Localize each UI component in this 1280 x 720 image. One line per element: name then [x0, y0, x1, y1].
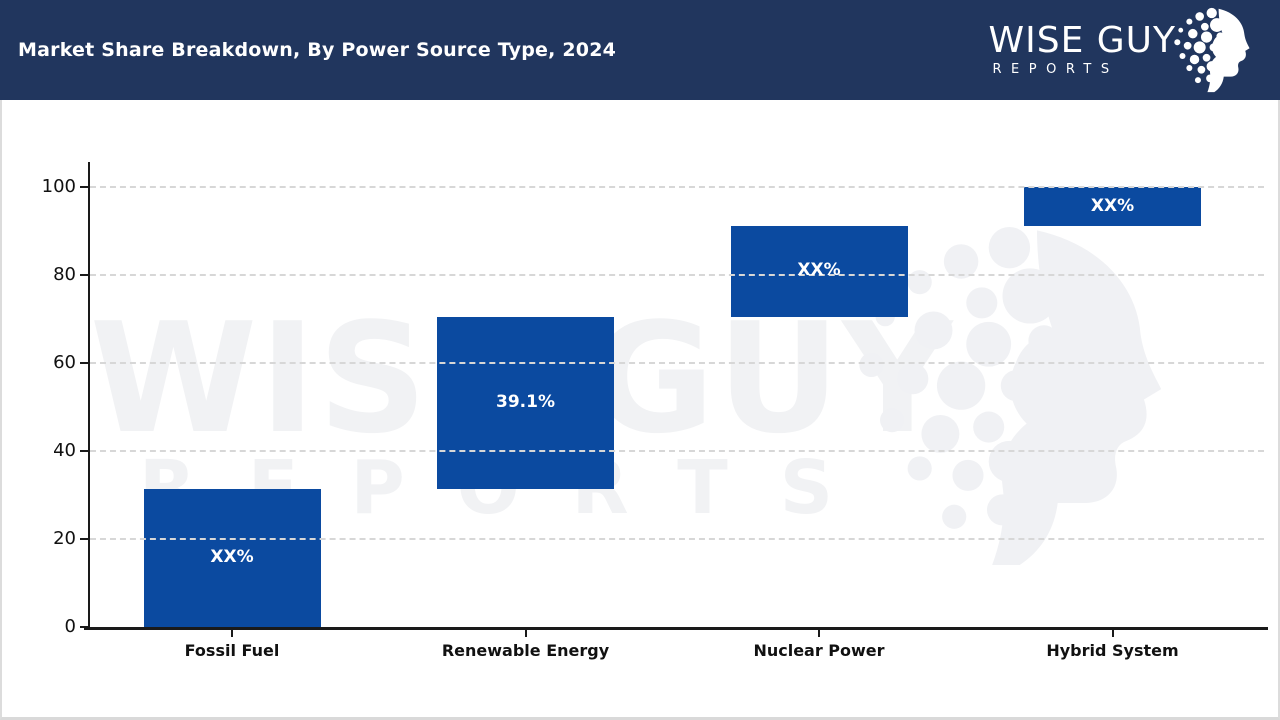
x-tick-mark: [1111, 630, 1114, 637]
y-axis-line: [88, 162, 90, 629]
y-tick-mark: [80, 538, 88, 540]
category-label-hybrid-system: Hybrid System: [1046, 641, 1179, 660]
y-tick-mark: [80, 362, 88, 364]
category-label-fossil-fuel: Fossil Fuel: [184, 641, 280, 660]
chart-title: Market Share Breakdown, By Power Source …: [18, 39, 617, 61]
logo-wordmark: WISE GUY: [988, 20, 1176, 61]
category-label-nuclear-power: Nuclear Power: [753, 641, 885, 660]
y-tick-label: 80: [53, 264, 76, 285]
y-tick-mark: [80, 626, 88, 628]
y-tick-label: 40: [53, 440, 76, 461]
y-tick-label: 60: [53, 352, 76, 373]
logo-wordmark-block: WISE GUY REPORTS: [988, 20, 1177, 78]
gridline-80: [90, 274, 1264, 276]
category-label-renewable-energy: Renewable Energy: [441, 641, 610, 660]
wise-guy-logo: WISE GUY REPORTS: [989, 7, 1257, 93]
gridline-100: [90, 186, 1264, 188]
header-bar: Market Share Breakdown, By Power Source …: [0, 0, 1280, 100]
bar-hybrid-system: [1024, 187, 1201, 227]
bar-nuclear-power: [730, 226, 908, 317]
bar-fossil-fuel: [143, 488, 321, 627]
gridline-40: [90, 450, 1264, 452]
bar-renewable-energy: [437, 316, 614, 489]
bar-value-label-hybrid-system: XX%: [1090, 195, 1135, 216]
y-tick-mark: [80, 186, 88, 188]
y-tick-mark: [80, 450, 88, 452]
bar-value-label-nuclear-power: XX%: [797, 260, 841, 281]
y-tick-label: 100: [41, 176, 76, 197]
bar-value-label-fossil-fuel: XX%: [210, 546, 254, 567]
y-tick-label: 0: [64, 616, 76, 637]
x-tick-mark: [231, 630, 233, 637]
x-tick-mark: [524, 630, 527, 637]
logo-face-icon: [1164, 7, 1256, 93]
logo-subtext: REPORTS: [992, 62, 1119, 77]
gridline-20: [90, 538, 1264, 540]
x-tick-mark: [818, 630, 820, 637]
gridline-60: [90, 362, 1264, 364]
y-tick-label: 20: [53, 528, 76, 549]
bar-value-label-renewable-energy: 39.1%: [496, 391, 555, 412]
y-tick-mark: [80, 274, 88, 276]
x-axis-line: [84, 627, 1268, 630]
